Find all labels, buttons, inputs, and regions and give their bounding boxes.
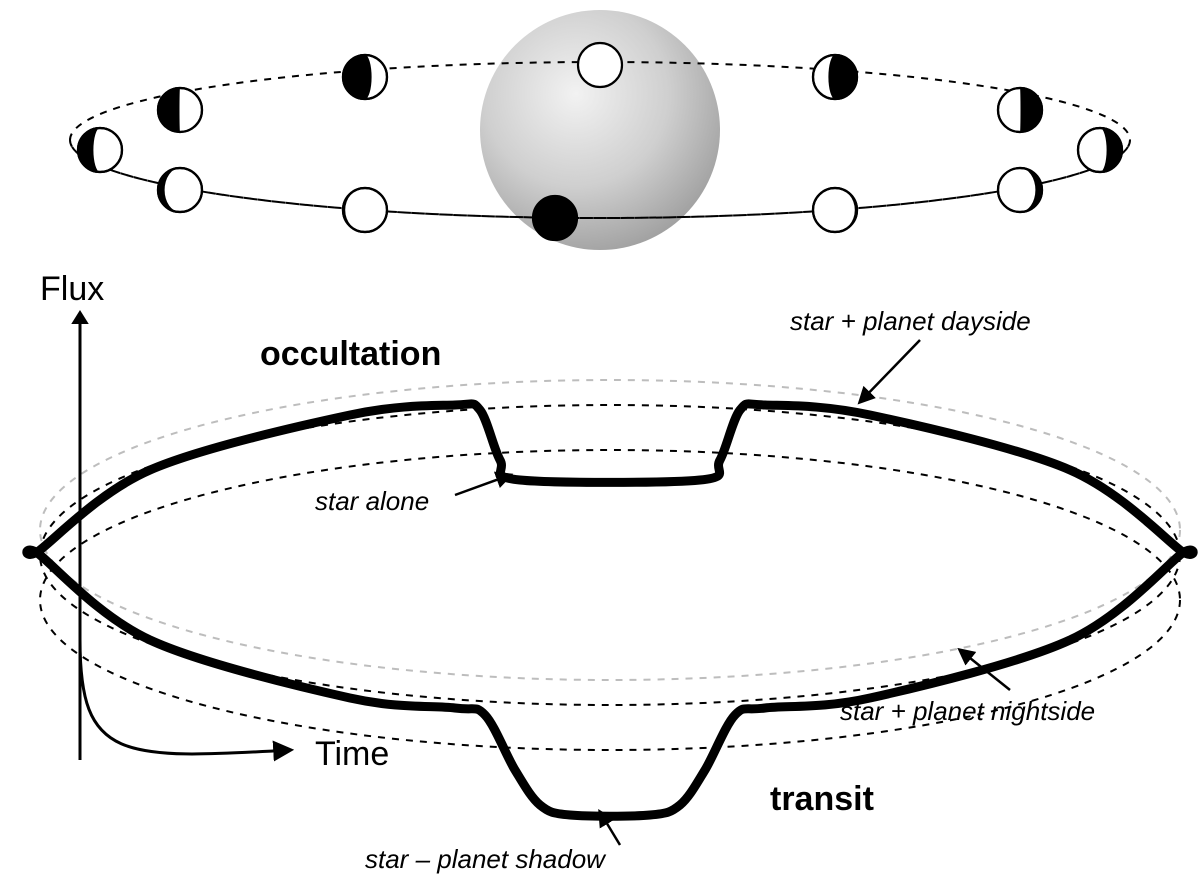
planet-phase (998, 168, 1042, 212)
planet-phase (158, 168, 202, 212)
transit-occultation-diagram: Flux Time occultation transit star + planet … (0, 0, 1200, 886)
annotation-arrow (860, 340, 920, 402)
star_nightside-label: star + planet nightside (840, 696, 1095, 726)
planet-phase (813, 55, 857, 99)
planet-phase (1078, 128, 1122, 172)
star_dayside-label: star + planet dayside (790, 306, 1031, 336)
star_shadow-label: star – planet shadow (365, 844, 607, 874)
flux-axis-label: Flux (40, 270, 104, 308)
annotation-arrow (455, 475, 510, 495)
planet-phase (343, 188, 387, 232)
planet-phase (578, 43, 622, 87)
occultation-label: occultation (260, 335, 441, 373)
time-axis-label: Time (315, 735, 389, 773)
transit-label: transit (770, 780, 874, 818)
planet-phase (813, 188, 857, 232)
planet-phase (533, 196, 577, 240)
flux-axis-arrowhead (71, 310, 89, 324)
lightcurve-panel: Flux Time occultation transit star + planet … (27, 270, 1193, 874)
planet-phase (78, 128, 122, 172)
star_alone-label: star alone (315, 486, 429, 516)
orbit-panel (70, 10, 1130, 250)
planet-phase (343, 55, 387, 99)
reference-ellipse (40, 380, 1180, 680)
planet-phase (158, 88, 202, 132)
planet-phase (998, 88, 1042, 132)
